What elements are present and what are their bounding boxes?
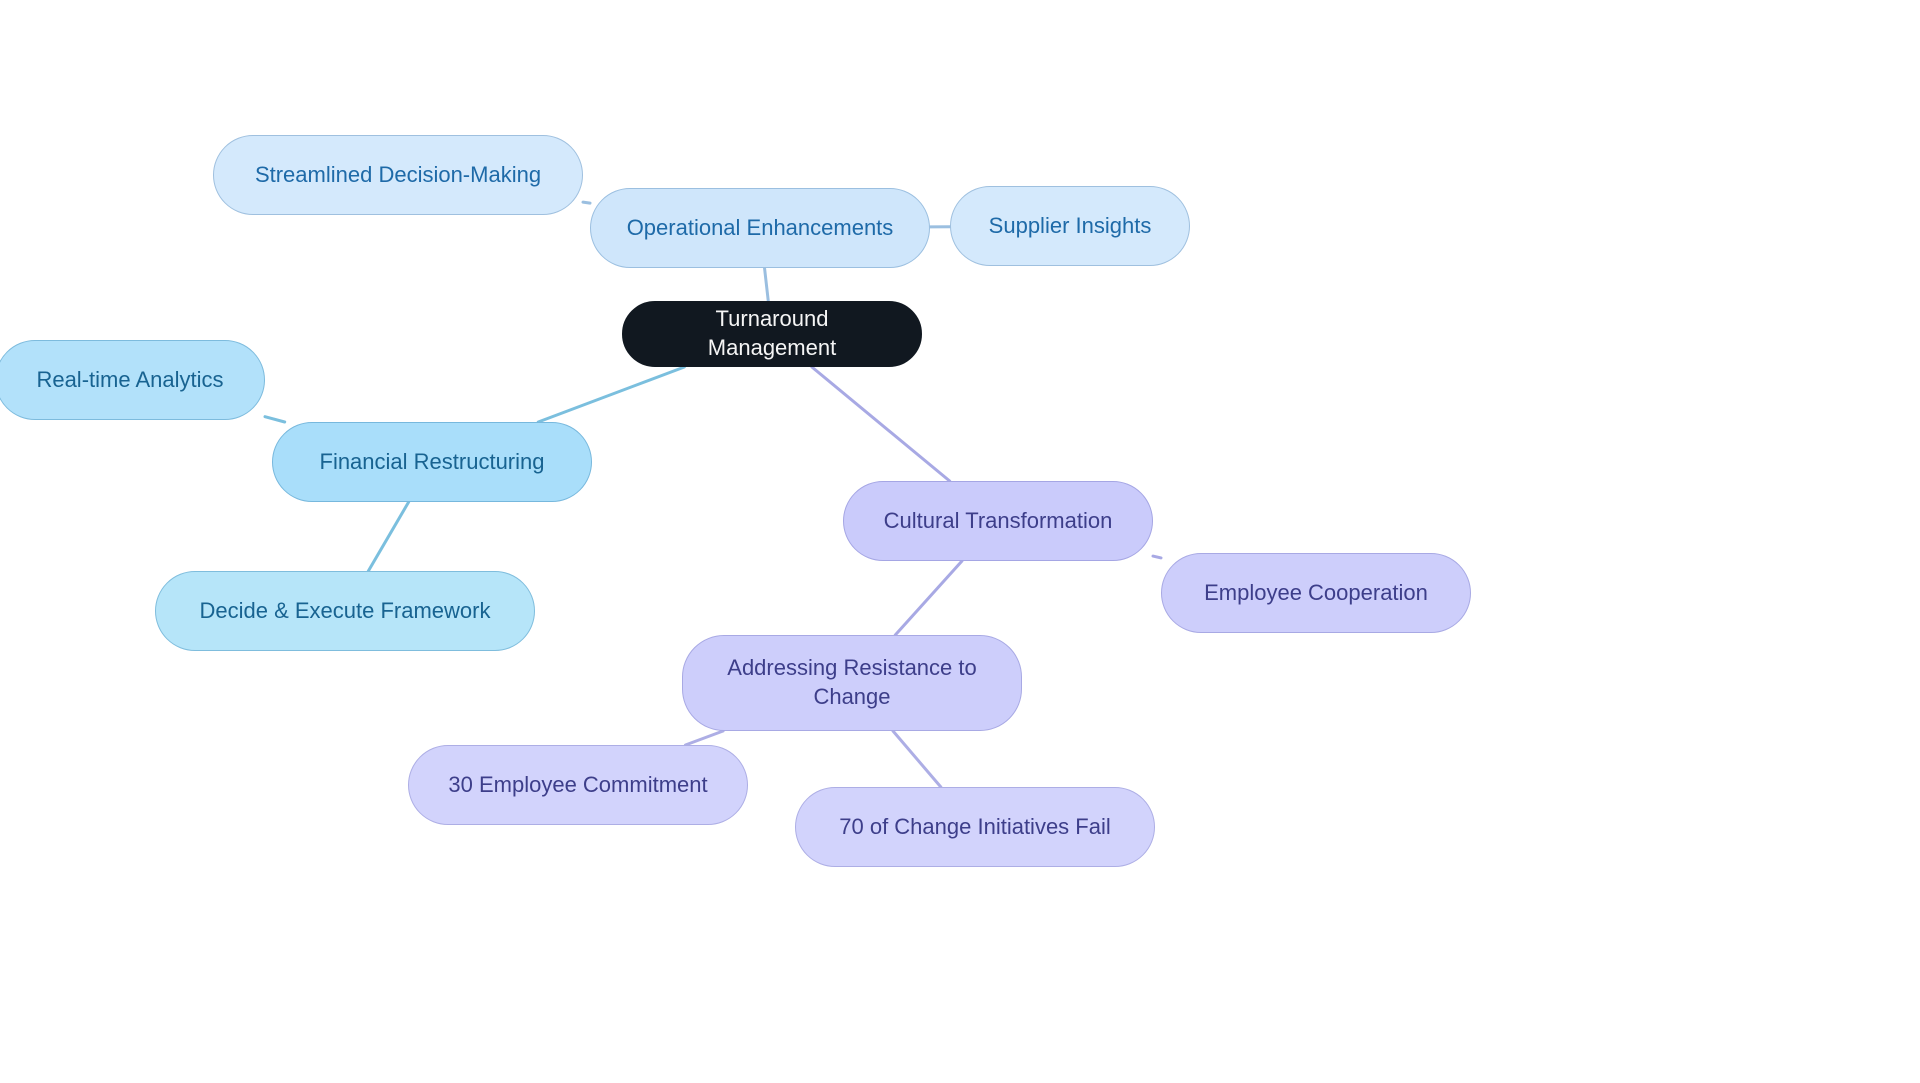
node-label: Supplier Insights	[989, 212, 1152, 241]
node-analytics: Real-time Analytics	[0, 340, 265, 420]
node-label: Real-time Analytics	[36, 366, 223, 395]
node-supplier: Supplier Insights	[950, 186, 1190, 266]
node-label: Turnaround Management	[651, 305, 893, 362]
node-label: Financial Restructuring	[320, 448, 545, 477]
node-root: Turnaround Management	[622, 301, 922, 367]
node-label: Cultural Transformation	[884, 507, 1113, 536]
node-label: 30 Employee Commitment	[448, 771, 707, 800]
node-commitment: 30 Employee Commitment	[408, 745, 748, 825]
node-label: Operational Enhancements	[627, 214, 894, 243]
node-label: Decide & Execute Framework	[200, 597, 491, 626]
node-cultural: Cultural Transformation	[843, 481, 1153, 561]
node-decide: Decide & Execute Framework	[155, 571, 535, 651]
node-label: Streamlined Decision-Making	[255, 161, 541, 190]
node-resistance: Addressing Resistance to Change	[682, 635, 1022, 731]
node-label: Addressing Resistance to Change	[727, 654, 976, 711]
node-label: 70 of Change Initiatives Fail	[839, 813, 1111, 842]
node-stream: Streamlined Decision-Making	[213, 135, 583, 215]
node-fin_rest: Financial Restructuring	[272, 422, 592, 502]
node-layer: Turnaround Management Operational Enhance…	[0, 0, 1920, 1083]
node-label: Employee Cooperation	[1204, 579, 1428, 608]
node-employee_coop: Employee Cooperation	[1161, 553, 1471, 633]
node-op_enh: Operational Enhancements	[590, 188, 930, 268]
node-fail: 70 of Change Initiatives Fail	[795, 787, 1155, 867]
